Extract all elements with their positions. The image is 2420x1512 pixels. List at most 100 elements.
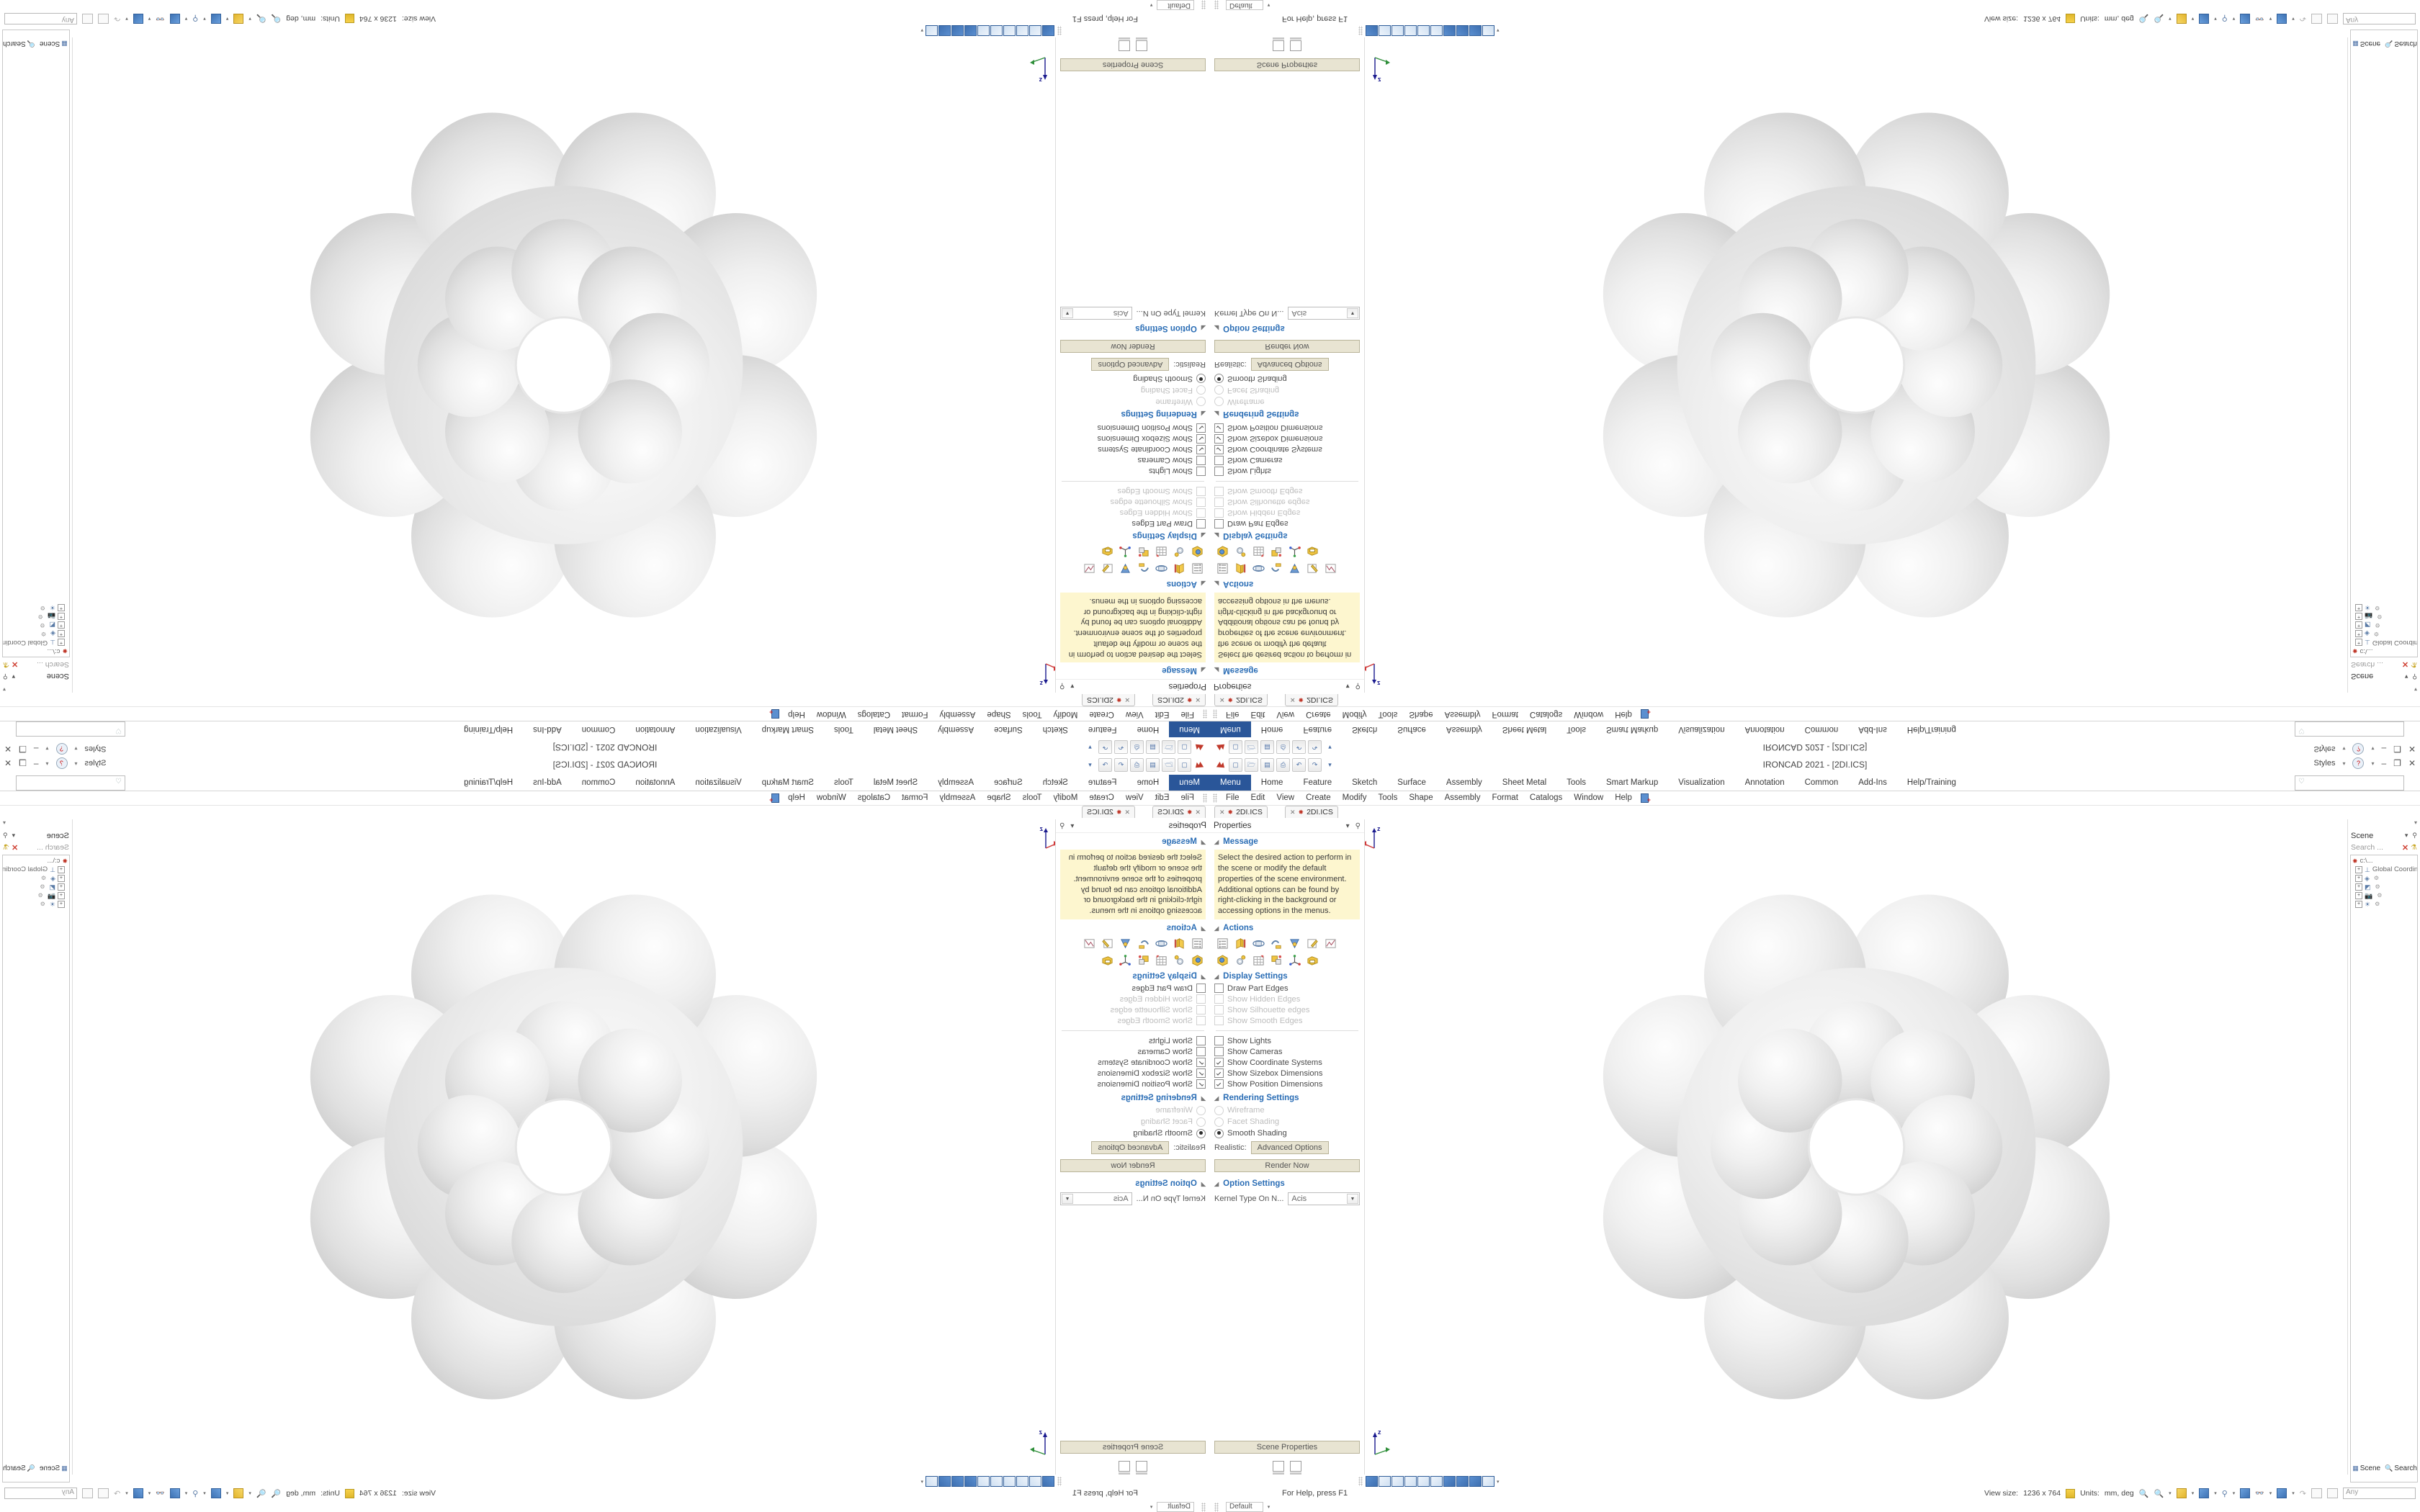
checkbox-icon[interactable]: [1196, 1036, 1206, 1046]
render-box-icon[interactable]: [1216, 545, 1229, 559]
ribbon-tab-visualization[interactable]: Visualization: [695, 778, 742, 787]
ribbon-tab-sheet-metal[interactable]: Sheet Metal: [873, 778, 918, 787]
new-document-icon[interactable]: +: [1640, 793, 1651, 803]
menu-item-modify[interactable]: Modify: [1342, 710, 1367, 719]
shield-icon[interactable]: [1288, 562, 1301, 575]
pin-icon[interactable]: ⚲: [1059, 682, 1065, 690]
view-more-icon[interactable]: ▾: [920, 1479, 923, 1485]
extrude-icon[interactable]: [1137, 937, 1150, 950]
chevron-down-icon[interactable]: ▾: [2232, 16, 2236, 21]
ribbon-tab-sheet-metal[interactable]: Sheet Metal: [873, 725, 918, 734]
view-cube-icon[interactable]: [2277, 1488, 2287, 1498]
render-now-button[interactable]: Render Now: [1214, 339, 1360, 353]
view-back-icon[interactable]: [1392, 25, 1404, 36]
customize-icon[interactable]: ▾: [1328, 761, 1332, 768]
ribbon-tab-surface[interactable]: Surface: [1397, 778, 1426, 787]
option-settings-section-header[interactable]: ◢ Option Settings: [1056, 1175, 1210, 1190]
view-left-icon[interactable]: [1404, 1476, 1417, 1487]
assembly-icon[interactable]: [1137, 953, 1150, 967]
chevron-down-icon[interactable]: ▾: [148, 1491, 151, 1496]
browser-tab-scene[interactable]: ▦ Scene: [40, 40, 68, 48]
ribbon-tab-sketch[interactable]: Sketch: [1352, 778, 1378, 787]
graph-icon[interactable]: [1083, 937, 1096, 950]
menu-item-catalogs[interactable]: Catalogs: [857, 710, 891, 719]
ribbon-tab-annotation[interactable]: Annotation: [635, 725, 676, 734]
redo-icon[interactable]: ↷: [1308, 758, 1322, 772]
checkbox-icon[interactable]: [1196, 518, 1206, 528]
menu-grip-handle[interactable]: [1213, 793, 1217, 803]
save-icon[interactable]: ▤: [1260, 758, 1274, 772]
document-tab[interactable]: ✕ ✸ 2DI.ICS: [1152, 694, 1206, 706]
radio-icon[interactable]: [1214, 374, 1224, 384]
checkbox-show-position-dimensions[interactable]: Show Position Dimensions: [1210, 423, 1364, 433]
rotate-scene-icon[interactable]: [1155, 937, 1168, 950]
expand-icon[interactable]: +: [58, 892, 65, 899]
style-dropdown[interactable]: Default: [1157, 0, 1194, 10]
checkbox-icon[interactable]: [1214, 423, 1224, 433]
checkbox-icon[interactable]: [1214, 1047, 1224, 1057]
help-icon[interactable]: ?: [2352, 757, 2365, 769]
ribbon-tab-feature[interactable]: Feature: [1303, 778, 1332, 787]
scene-list-icon[interactable]: [1216, 937, 1229, 950]
styles-label[interactable]: Styles: [84, 744, 107, 753]
view-dimetric-icon[interactable]: [1469, 25, 1482, 36]
view-more-icon[interactable]: ▾: [920, 27, 923, 33]
print-3d-icon[interactable]: [1101, 953, 1114, 967]
checkbox-icon[interactable]: [1196, 423, 1206, 433]
pin-icon[interactable]: ⚲: [3, 673, 8, 680]
checkbox-icon[interactable]: [1196, 1047, 1206, 1057]
view-isometric-icon[interactable]: [1366, 1476, 1378, 1487]
expand-icon[interactable]: +: [58, 875, 65, 882]
ribbon-tab-assembly[interactable]: Assembly: [938, 725, 974, 734]
ribbon-tab-common[interactable]: Common: [581, 725, 616, 734]
style-grip-handle[interactable]: [1214, 0, 1219, 10]
document-tab[interactable]: ✕ ✸ 2DI.ICS: [1285, 694, 1338, 706]
flower-torus-model[interactable]: [72, 819, 1055, 1475]
checkbox-icon[interactable]: [1196, 444, 1206, 454]
chevron-down-icon[interactable]: ▼: [1062, 1194, 1073, 1205]
view-more-icon[interactable]: ▾: [1497, 27, 1500, 33]
scene-properties-button[interactable]: Scene Properties: [1060, 1441, 1206, 1454]
scene-properties-button[interactable]: Scene Properties: [1214, 1441, 1360, 1454]
undo-view-icon[interactable]: ↷: [2299, 1489, 2306, 1498]
expand-icon[interactable]: +: [2355, 621, 2362, 629]
checkbox-icon[interactable]: [1214, 1058, 1224, 1068]
view-back-icon[interactable]: [1016, 25, 1028, 36]
gear-settings-icon[interactable]: [1234, 545, 1247, 559]
scene-tree-item[interactable]: +⊥Global Coordinate System: [2352, 638, 2418, 647]
scene-list-icon[interactable]: [1191, 937, 1204, 950]
checkbox-show-position-dimensions[interactable]: Show Position Dimensions: [1056, 1079, 1210, 1089]
rotate-scene-icon[interactable]: [1155, 562, 1168, 575]
clear-search-icon[interactable]: ✕: [11, 660, 19, 669]
menu-grip-handle[interactable]: [1203, 793, 1207, 803]
pin-icon[interactable]: ⚲: [1355, 682, 1361, 690]
chevron-down-icon[interactable]: ▾: [1345, 822, 1350, 830]
view-right-icon[interactable]: [1417, 1476, 1430, 1487]
flower-torus-model[interactable]: [72, 37, 1055, 693]
scene-tree-item[interactable]: + ◈ ⚙: [2352, 874, 2416, 883]
table-icon[interactable]: [1155, 953, 1168, 967]
view-right-icon[interactable]: [990, 25, 1003, 36]
view-bottom-icon[interactable]: [964, 25, 977, 36]
tell-me-search-box[interactable]: ♡: [16, 721, 125, 737]
browser-expand-chevron[interactable]: ▾: [3, 686, 6, 693]
view-front-icon[interactable]: [1379, 25, 1391, 36]
render-mode-icon[interactable]: [2199, 1488, 2210, 1498]
expand-icon[interactable]: +: [2355, 630, 2362, 637]
scene-search-input[interactable]: Search ...: [37, 843, 69, 852]
chevron-down-icon[interactable]: ▼: [1347, 1194, 1358, 1205]
advanced-options-button[interactable]: Advanced Options: [1250, 1141, 1329, 1155]
select-filter-icon[interactable]: [82, 1488, 93, 1498]
select-arrow-icon[interactable]: [98, 14, 109, 24]
menu-item-file[interactable]: File: [1226, 710, 1240, 719]
perspective-icon[interactable]: [2240, 1488, 2251, 1498]
dock-left-icon[interactable]: [1136, 40, 1147, 51]
expand-icon[interactable]: +: [2355, 866, 2362, 873]
menu-item-edit[interactable]: Edit: [1250, 793, 1265, 802]
help-icon[interactable]: ?: [55, 757, 68, 769]
new-search-icon[interactable]: ⚗: [2411, 660, 2417, 669]
browser-tab-search[interactable]: 🔍 Search: [3, 1464, 35, 1472]
expand-icon[interactable]: +: [58, 901, 65, 908]
chevron-down-icon[interactable]: ▼: [1062, 307, 1073, 318]
checkbox-show-lights[interactable]: Show Lights: [1210, 1035, 1364, 1046]
